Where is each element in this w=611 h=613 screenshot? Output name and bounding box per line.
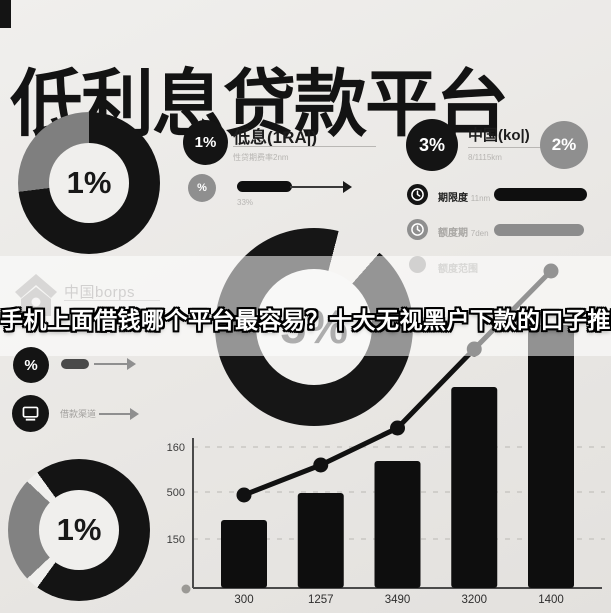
x-tick-label: 3490: [385, 594, 411, 606]
laptop-icon: [12, 395, 49, 432]
arrow-right-icon: [94, 358, 136, 370]
line-point: [313, 457, 329, 473]
mini-bar: [61, 359, 89, 369]
banner-headline: 手机上面借钱哪个平台最容易？十大无视黑户下款的口子推荐: [0, 307, 611, 333]
corner-mark: [0, 0, 11, 28]
china-badge-left: 3%: [406, 119, 458, 171]
percent-icon: %: [188, 174, 216, 202]
bar: [297, 493, 344, 588]
rate-note: 33%: [237, 198, 254, 207]
quota-period-bar: [494, 224, 584, 236]
china-title: 中国(ko|): [468, 127, 530, 144]
line-point: [236, 487, 252, 503]
row-quota-period-text: 额度期: [438, 228, 468, 239]
percent-icon: %: [13, 347, 49, 383]
bar: [221, 520, 267, 588]
low-interest-title: 低息(1RA|): [233, 128, 318, 147]
bottom-left-donut-chart: 1%: [8, 459, 150, 601]
row-quota-period-label: 额度期 7den: [438, 224, 489, 239]
channel-label: 借款渠道: [60, 409, 97, 419]
clock-icon: [407, 184, 428, 205]
duration-bar: [494, 188, 587, 201]
banner-overlay: [0, 256, 611, 356]
y-tick-label: 150: [167, 534, 185, 546]
y-tick-label: 500: [167, 487, 185, 499]
top-left-donut-chart: 1%: [18, 112, 160, 254]
china-subtitle: 8/1115km: [468, 153, 502, 162]
arrow-right-icon: [99, 408, 139, 420]
row-duration-label: 期限度 11nm: [438, 189, 490, 204]
row-quota-period-note: 7den: [470, 229, 489, 238]
x-tick-label: 1257: [308, 594, 334, 606]
x-tick-label: 300: [234, 594, 253, 606]
divider: [468, 147, 586, 148]
arrow-right-icon: [290, 181, 352, 193]
clock-icon: [407, 219, 428, 240]
top-donut-value: 1%: [49, 143, 129, 223]
low-interest-subtitle: 性贷期费率2nm: [233, 153, 289, 162]
divider: [233, 146, 376, 147]
rate-bar: [237, 181, 292, 192]
line-point: [390, 420, 405, 436]
bar: [451, 387, 498, 588]
low-interest-badge: 1%: [183, 120, 228, 165]
bottom-donut-value: 1%: [39, 490, 119, 570]
bar: [374, 461, 421, 588]
y-tick-label: 160: [167, 442, 185, 454]
x-tick-label: 1400: [538, 594, 564, 606]
x-tick-label: 3200: [461, 594, 487, 606]
bar: [528, 325, 574, 588]
row-duration-text: 期限度: [438, 193, 468, 204]
row-duration-note: 11nm: [470, 194, 491, 203]
china-badge-right: 2%: [540, 121, 588, 169]
